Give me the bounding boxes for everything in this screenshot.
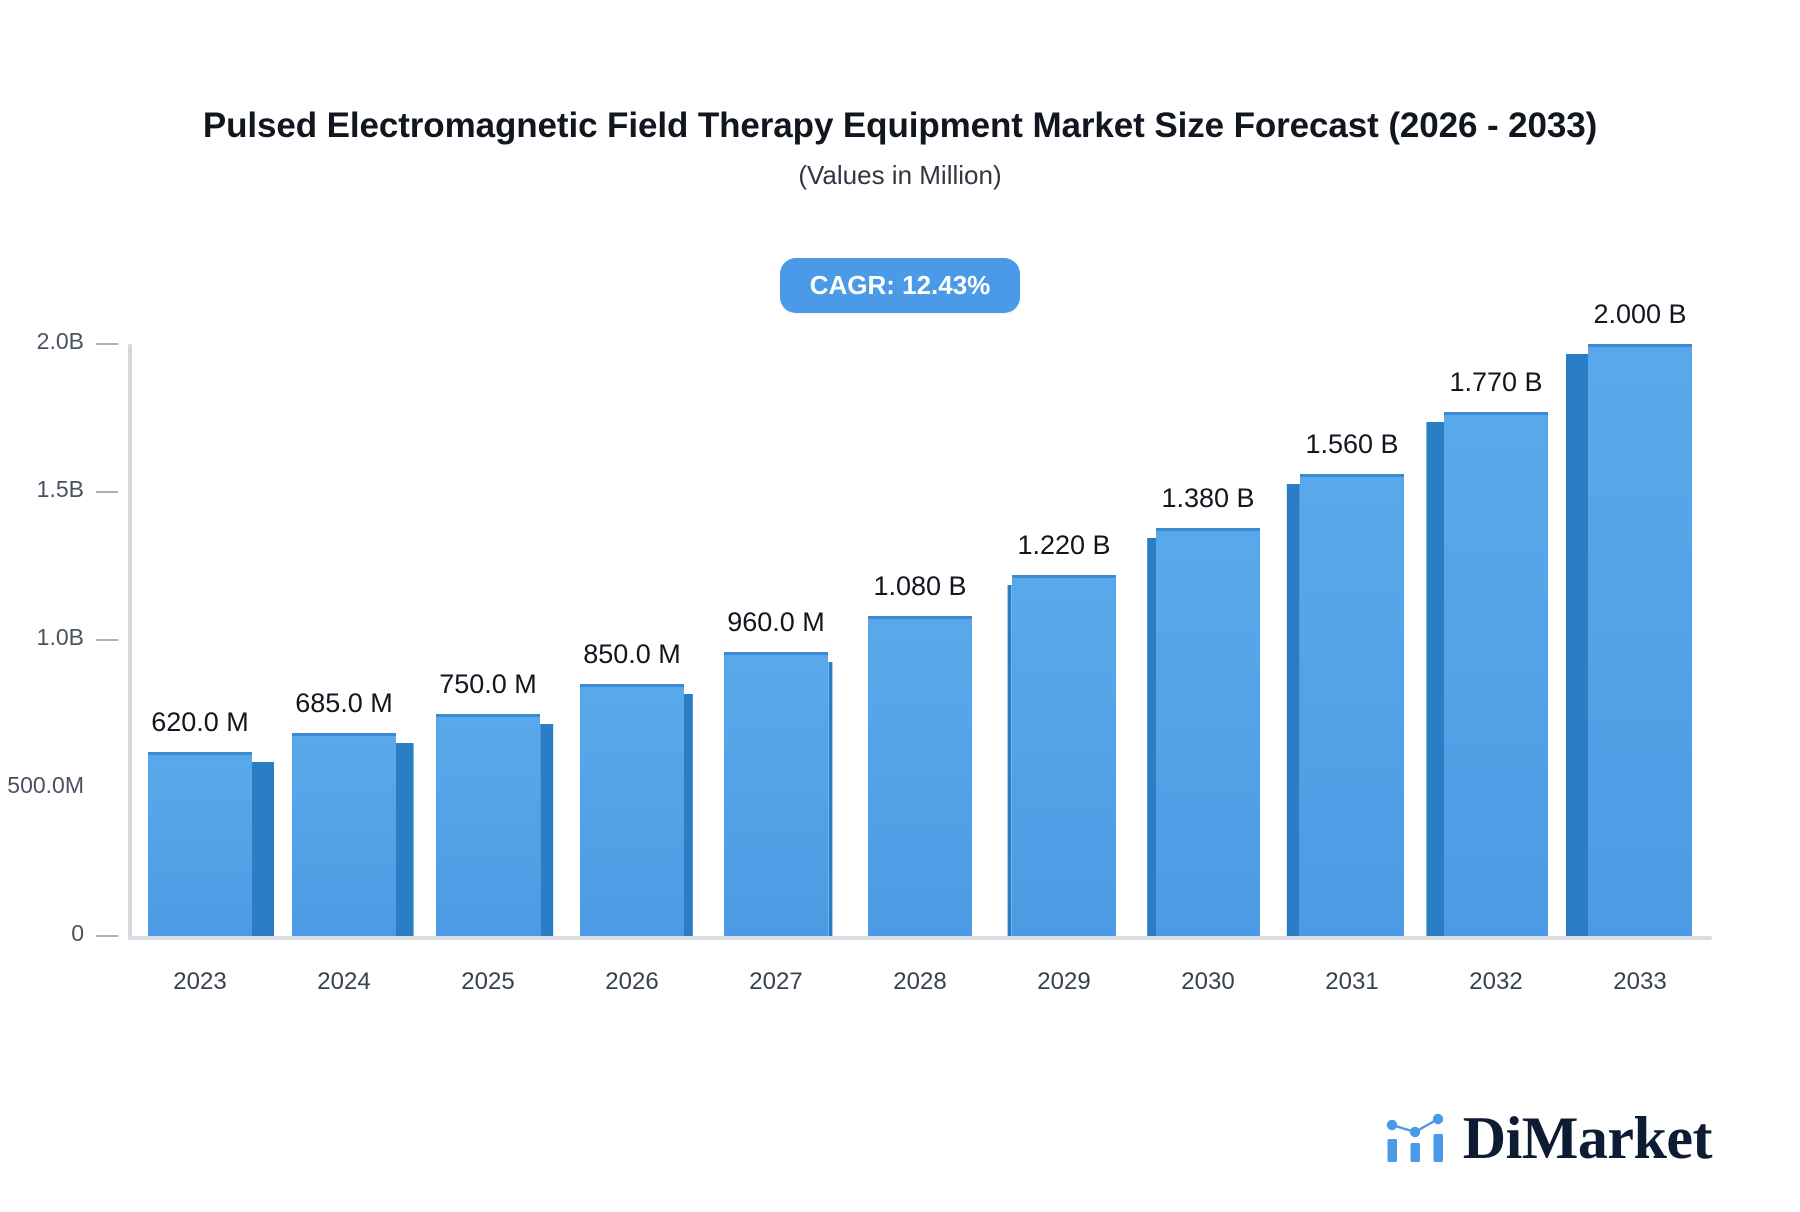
bar-column[interactable]: 750.0 M bbox=[436, 336, 554, 936]
y-axis-tick-mark bbox=[96, 343, 118, 345]
x-axis-tick-label: 2029 bbox=[1037, 968, 1091, 995]
bar[interactable]: 960.0 M bbox=[724, 607, 833, 936]
bar-side-face bbox=[252, 762, 274, 936]
y-axis-tick-mark bbox=[96, 491, 118, 493]
bar-side-face bbox=[540, 724, 554, 936]
bar-column[interactable]: 1.380 B bbox=[1147, 336, 1260, 936]
bar-series: 620.0 M 685.0 M 750.0 M 850.0 M 960.0 M 1.080… bbox=[128, 0, 1712, 1212]
bar[interactable]: 685.0 M bbox=[292, 688, 414, 936]
x-axis-tick-label: 2023 bbox=[173, 968, 227, 995]
bar-front-face bbox=[1588, 344, 1692, 936]
bar-side-face bbox=[828, 661, 833, 936]
bar[interactable]: 1.080 B bbox=[868, 571, 972, 936]
bar[interactable]: 1.380 B bbox=[1147, 483, 1260, 936]
bar-front-face bbox=[292, 733, 396, 936]
bar-front-face bbox=[148, 752, 252, 936]
x-axis-tick-label: 2028 bbox=[893, 968, 947, 995]
x-axis-line bbox=[128, 936, 1712, 940]
bar-side-face bbox=[396, 743, 414, 936]
bar-value-label: 1.770 B bbox=[1449, 367, 1543, 398]
x-axis-tick-label: 2024 bbox=[317, 968, 371, 995]
x-axis-tick-label: 2027 bbox=[749, 968, 803, 995]
bar[interactable]: 750.0 M bbox=[436, 669, 554, 936]
bar-value-label: 685.0 M bbox=[295, 688, 393, 719]
bar-value-label: 2.000 B bbox=[1593, 299, 1687, 329]
bar-value-label: 960.0 M bbox=[727, 606, 825, 637]
x-axis-tick-label: 2026 bbox=[605, 968, 659, 995]
y-axis-line bbox=[128, 344, 132, 938]
x-axis-tick-label: 2031 bbox=[1325, 968, 1379, 995]
bar-front-face bbox=[868, 616, 972, 936]
x-axis-tick-label: 2025 bbox=[461, 968, 515, 995]
x-axis-tick-label: 2032 bbox=[1469, 968, 1523, 995]
x-axis-tick-label: 2030 bbox=[1181, 968, 1235, 995]
y-axis-tick-mark bbox=[96, 639, 118, 641]
bar-side-face bbox=[1426, 422, 1444, 936]
bar-front-face bbox=[436, 714, 540, 936]
bar-front-face bbox=[580, 684, 684, 936]
bar-side-face bbox=[684, 694, 693, 936]
dimarket-logo: DiMarket bbox=[1385, 1105, 1713, 1171]
bar-value-label: 1.080 B bbox=[873, 571, 967, 602]
bar-column[interactable]: 1.770 B bbox=[1426, 336, 1548, 936]
y-axis-tick-label: 1.0B bbox=[36, 624, 84, 650]
bar-column[interactable]: 1.220 B bbox=[1007, 336, 1116, 936]
y-axis-tick-mark bbox=[96, 935, 118, 937]
chart-header: Pulsed Electromagnetic Field Therapy Equ… bbox=[140, 104, 1660, 191]
bar-column[interactable]: 620.0 M bbox=[148, 336, 274, 936]
logo-wordmark: DiMarket bbox=[1462, 1105, 1713, 1171]
bar-side-face bbox=[1286, 484, 1300, 936]
bar[interactable]: 620.0 M bbox=[148, 707, 274, 936]
x-axis-tick-label: 2033 bbox=[1613, 968, 1667, 995]
bar-value-label: 620.0 M bbox=[151, 707, 249, 738]
bar-side-face bbox=[1147, 537, 1156, 936]
bar-column[interactable]: 2.000 B bbox=[1566, 299, 1692, 936]
bar-value-label: 850.0 M bbox=[583, 639, 681, 670]
bar[interactable]: 1.770 B bbox=[1426, 367, 1548, 936]
bar-column[interactable]: 1.080 B bbox=[868, 336, 972, 936]
bar-value-label: 750.0 M bbox=[439, 669, 537, 699]
y-axis-tick-label: 2.0B bbox=[36, 328, 84, 354]
bar-front-face bbox=[724, 651, 828, 936]
bar-front-face bbox=[1156, 527, 1260, 936]
bar-front-face bbox=[1444, 412, 1548, 936]
bar-front-face bbox=[1300, 474, 1404, 936]
bar-side-face bbox=[1007, 584, 1012, 936]
bar[interactable]: 850.0 M bbox=[580, 639, 693, 936]
bar-column[interactable]: 850.0 M bbox=[580, 336, 693, 936]
bar[interactable]: 1.560 B bbox=[1286, 429, 1404, 936]
bar-value-label: 1.560 B bbox=[1305, 429, 1399, 460]
bar-value-label: 1.380 B bbox=[1161, 482, 1255, 513]
y-axis-tick-label: 500.0M bbox=[7, 772, 84, 798]
bar-column[interactable]: 1.560 B bbox=[1286, 336, 1404, 936]
bar-value-label: 1.220 B bbox=[1017, 529, 1111, 560]
bar-side-face bbox=[1566, 354, 1588, 936]
bar-column[interactable]: 960.0 M bbox=[724, 336, 833, 936]
y-axis-tick-label: 1.5B bbox=[36, 476, 84, 502]
bar-column[interactable]: 685.0 M bbox=[292, 336, 414, 936]
bar-front-face bbox=[1012, 574, 1116, 936]
chart-title: Pulsed Electromagnetic Field Therapy Equ… bbox=[202, 106, 1598, 145]
chart-subtitle: (Values in Million) bbox=[798, 160, 1002, 191]
bar[interactable]: 1.220 B bbox=[1007, 530, 1116, 936]
bar-chart-icon bbox=[1386, 1113, 1443, 1162]
bar[interactable]: 2.000 B bbox=[1566, 299, 1692, 936]
y-axis-tick-label: 0 bbox=[71, 920, 84, 946]
